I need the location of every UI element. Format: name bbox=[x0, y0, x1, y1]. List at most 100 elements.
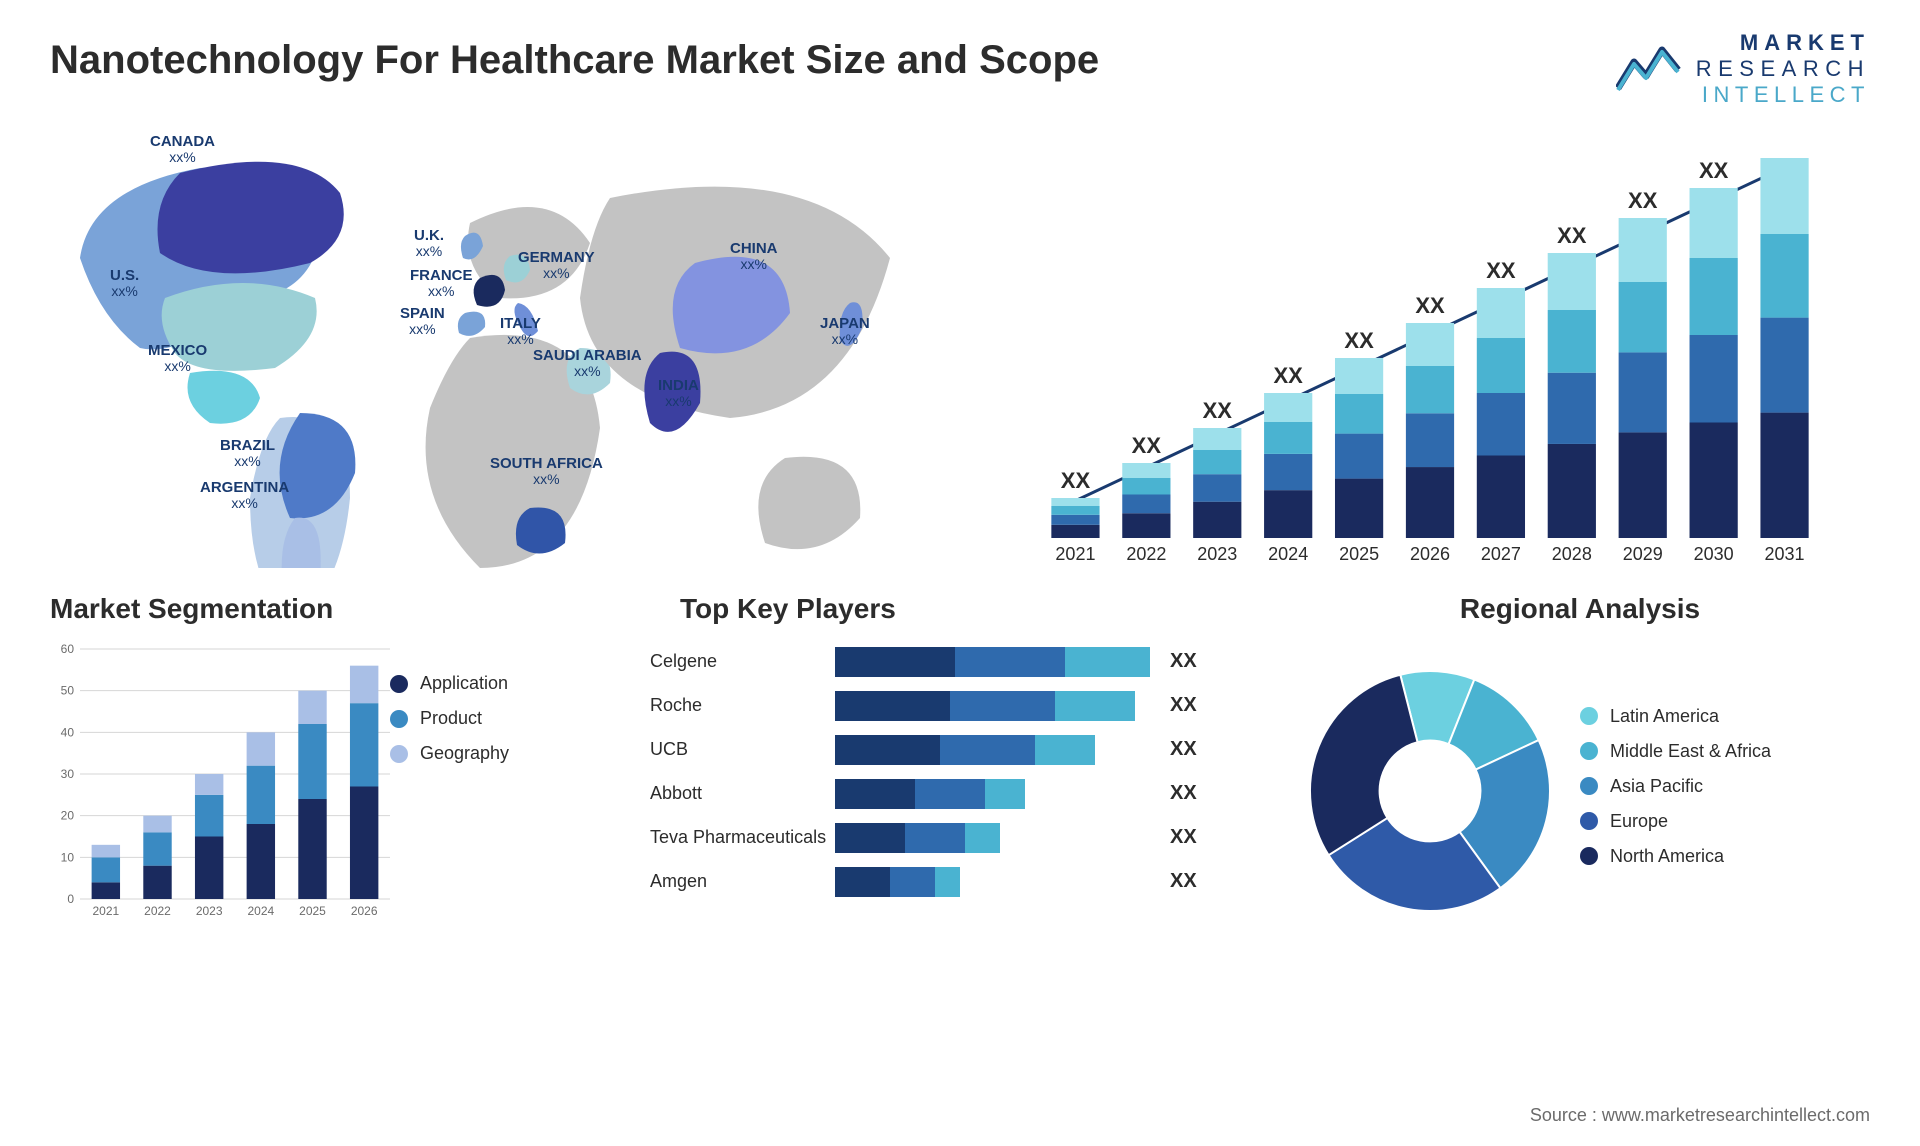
seg-legend-label: Application bbox=[420, 673, 508, 694]
player-bar-seg bbox=[905, 823, 965, 853]
seg-ytick: 20 bbox=[61, 809, 75, 823]
player-bar-seg bbox=[985, 779, 1025, 809]
player-bar-seg bbox=[835, 867, 890, 897]
regional-legend-label: Europe bbox=[1610, 811, 1668, 832]
seg-xtick: 2025 bbox=[299, 904, 326, 918]
growth-bar-seg bbox=[1193, 450, 1241, 474]
legend-dot-icon bbox=[1580, 707, 1598, 725]
segmentation-panel: Market Segmentation 01020304050602021202… bbox=[50, 593, 610, 943]
growth-bar-seg bbox=[1477, 393, 1525, 456]
player-value: XX bbox=[1170, 738, 1197, 761]
seg-legend-item: Product bbox=[390, 708, 610, 729]
growth-bar-value: XX bbox=[1770, 148, 1800, 153]
player-row: AmgenXX bbox=[650, 863, 1250, 900]
growth-year-label: 2023 bbox=[1197, 544, 1237, 564]
seg-legend-label: Geography bbox=[420, 743, 509, 764]
map-label-saudi-arabia: SAUDI ARABIAxx% bbox=[533, 348, 642, 378]
growth-bar-seg bbox=[1335, 358, 1383, 394]
growth-bar-seg bbox=[1690, 188, 1738, 258]
growth-bar-seg bbox=[1619, 352, 1667, 432]
regional-legend-item: Latin America bbox=[1580, 706, 1870, 727]
map-label-germany: GERMANYxx% bbox=[518, 250, 595, 280]
player-value: XX bbox=[1170, 694, 1197, 717]
player-bar-seg bbox=[1065, 647, 1150, 677]
player-bar-seg bbox=[950, 691, 1055, 721]
growth-bar-seg bbox=[1619, 432, 1667, 538]
growth-bar-seg bbox=[1477, 338, 1525, 393]
segmentation-legend: Application Product Geography bbox=[390, 643, 610, 943]
logo-mark-icon bbox=[1616, 42, 1686, 97]
legend-dot-icon bbox=[390, 710, 408, 728]
growth-year-label: 2028 bbox=[1552, 544, 1592, 564]
player-bar bbox=[835, 691, 1155, 721]
seg-bar-seg bbox=[195, 837, 223, 900]
seg-bar-seg bbox=[298, 724, 326, 799]
source-label: Source : www.marketresearchintellect.com bbox=[1530, 1105, 1870, 1126]
player-bar-seg bbox=[915, 779, 985, 809]
seg-ytick: 40 bbox=[61, 725, 75, 739]
player-row: RocheXX bbox=[650, 687, 1250, 724]
growth-bar-seg bbox=[1193, 474, 1241, 502]
player-row: Teva PharmaceuticalsXX bbox=[650, 819, 1250, 856]
growth-bar-value: XX bbox=[1415, 293, 1445, 318]
seg-legend-item: Application bbox=[390, 673, 610, 694]
growth-bar-seg bbox=[1760, 234, 1808, 318]
regional-title: Regional Analysis bbox=[1290, 593, 1870, 625]
growth-bar-seg bbox=[1406, 413, 1454, 467]
seg-bar-seg bbox=[247, 732, 275, 765]
growth-bar-seg bbox=[1122, 495, 1170, 514]
growth-bar-seg bbox=[1619, 282, 1667, 352]
seg-bar-seg bbox=[298, 799, 326, 899]
seg-ytick: 0 bbox=[67, 892, 74, 906]
seg-legend-item: Geography bbox=[390, 743, 610, 764]
regional-legend: Latin AmericaMiddle East & AfricaAsia Pa… bbox=[1570, 706, 1870, 881]
player-row: AbbottXX bbox=[650, 775, 1250, 812]
growth-bar-seg bbox=[1548, 310, 1596, 373]
growth-bar-seg bbox=[1406, 323, 1454, 366]
growth-bar-value: XX bbox=[1699, 158, 1729, 183]
page-title: Nanotechnology For Healthcare Market Siz… bbox=[50, 38, 1099, 83]
seg-bar-seg bbox=[195, 795, 223, 837]
growth-bar-seg bbox=[1051, 506, 1099, 515]
seg-xtick: 2024 bbox=[247, 904, 274, 918]
growth-bar-chart: XX2021XX2022XX2023XX2024XX2025XX2026XX20… bbox=[1010, 148, 1850, 568]
header: Nanotechnology For Healthcare Market Siz… bbox=[50, 30, 1870, 108]
logo-line-1: MARKET bbox=[1696, 30, 1870, 56]
growth-bar-value: XX bbox=[1274, 363, 1304, 388]
regional-legend-label: North America bbox=[1610, 846, 1724, 867]
player-value: XX bbox=[1170, 650, 1197, 673]
growth-bar-seg bbox=[1548, 253, 1596, 310]
growth-bar-seg bbox=[1619, 218, 1667, 282]
growth-chart-panel: XX2021XX2022XX2023XX2024XX2025XX2026XX20… bbox=[1010, 138, 1870, 568]
growth-bar-seg bbox=[1264, 422, 1312, 454]
legend-dot-icon bbox=[1580, 777, 1598, 795]
regional-legend-label: Latin America bbox=[1610, 706, 1719, 727]
player-bar-seg bbox=[835, 823, 905, 853]
player-bar-seg bbox=[965, 823, 1000, 853]
growth-year-label: 2025 bbox=[1339, 544, 1379, 564]
growth-bar-seg bbox=[1193, 502, 1241, 538]
growth-bar-seg bbox=[1051, 525, 1099, 538]
seg-bar-seg bbox=[350, 703, 378, 786]
map-label-spain: SPAINxx% bbox=[400, 306, 445, 336]
growth-bar-value: XX bbox=[1344, 328, 1374, 353]
seg-bar-seg bbox=[143, 816, 171, 833]
growth-bar-seg bbox=[1264, 393, 1312, 422]
growth-bar-seg bbox=[1760, 413, 1808, 538]
map-label-argentina: ARGENTINAxx% bbox=[200, 480, 289, 510]
growth-bar-seg bbox=[1406, 467, 1454, 538]
seg-bar-seg bbox=[92, 857, 120, 882]
growth-bar-seg bbox=[1335, 394, 1383, 434]
player-bar bbox=[835, 779, 1155, 809]
seg-bar-seg bbox=[143, 832, 171, 865]
map-region-france bbox=[474, 275, 505, 307]
map-label-u-s-: U.S.xx% bbox=[110, 268, 139, 298]
regional-legend-label: Asia Pacific bbox=[1610, 776, 1703, 797]
player-name: Abbott bbox=[650, 783, 835, 804]
seg-ytick: 30 bbox=[61, 767, 75, 781]
growth-year-label: 2027 bbox=[1481, 544, 1521, 564]
legend-dot-icon bbox=[1580, 812, 1598, 830]
legend-dot-icon bbox=[1580, 847, 1598, 865]
growth-bar-seg bbox=[1122, 478, 1170, 495]
growth-bar-seg bbox=[1122, 513, 1170, 538]
